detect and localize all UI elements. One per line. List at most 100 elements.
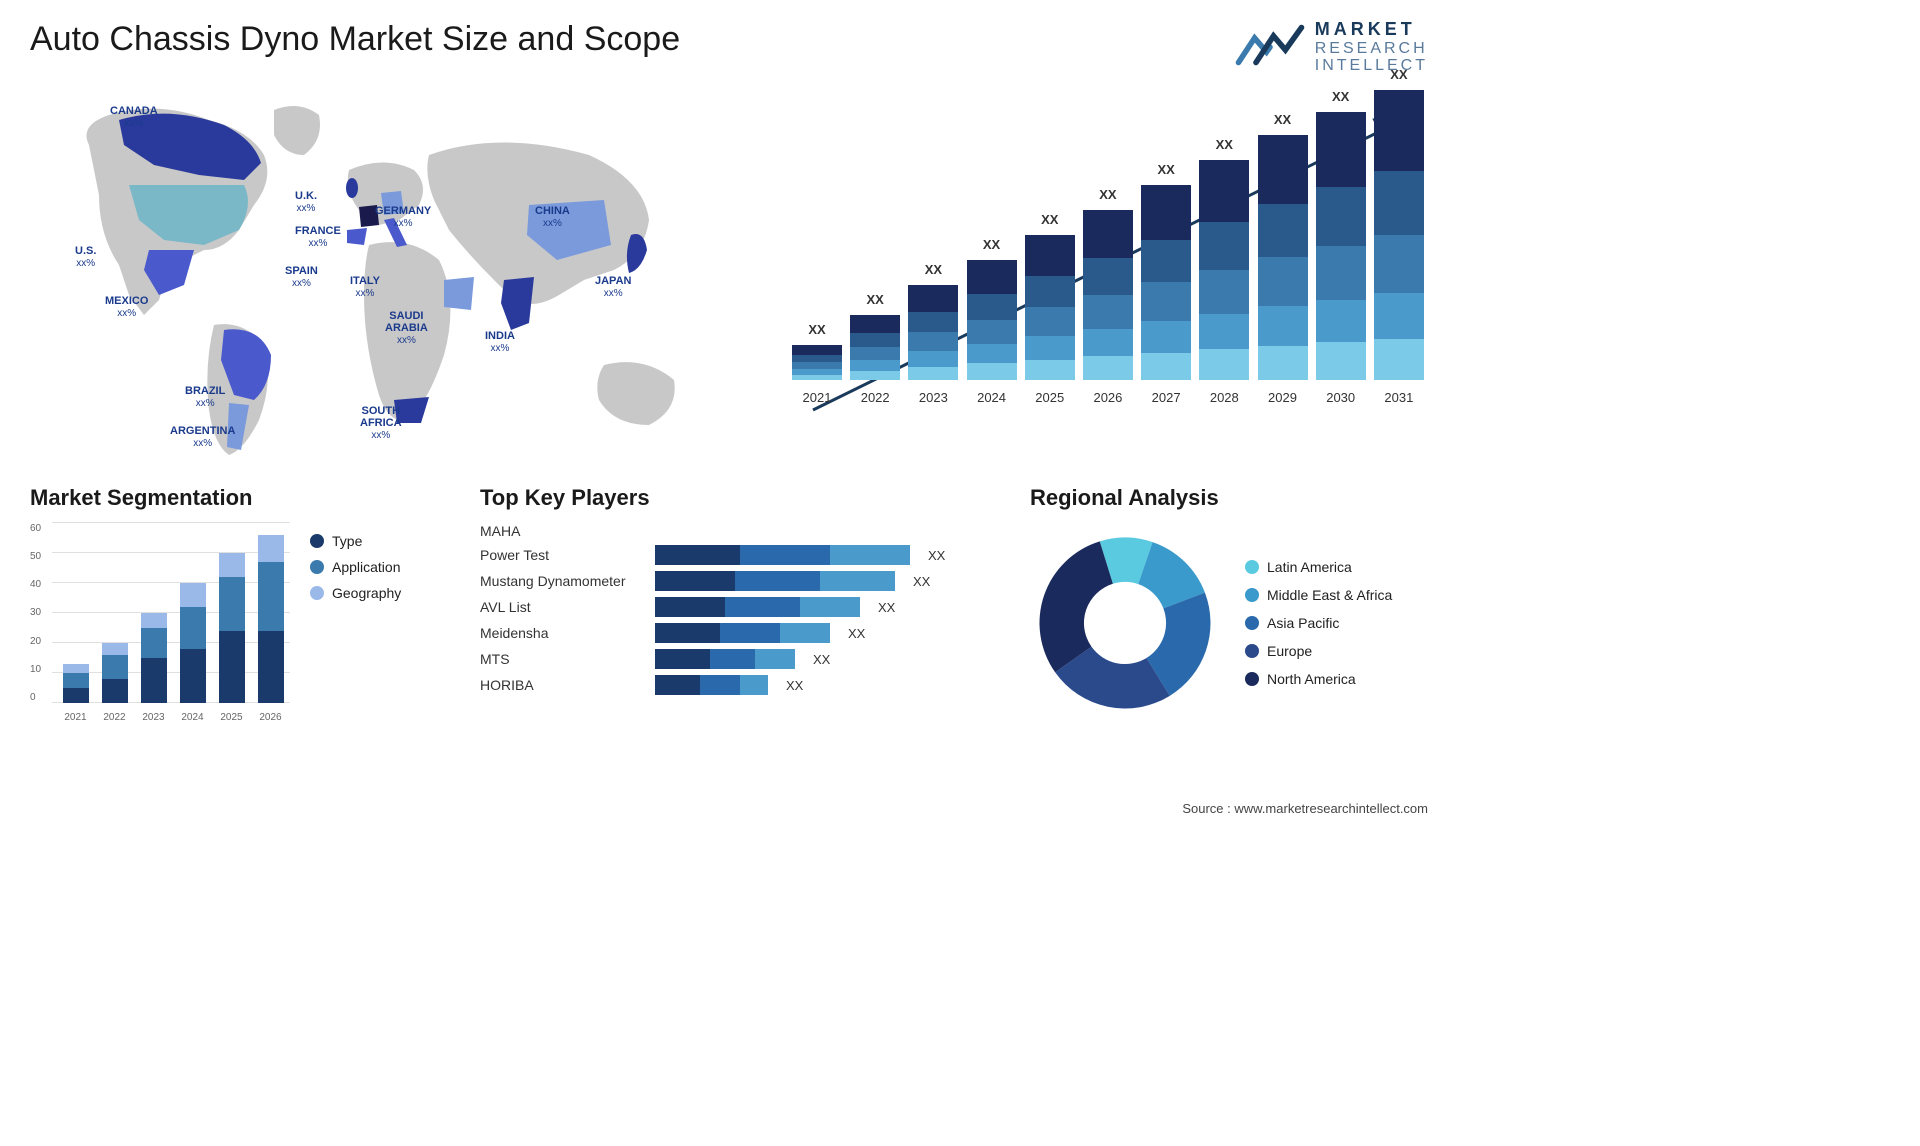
bottom-row: Market Segmentation 01020304050602021202… [30, 485, 1428, 745]
segmentation-chart: 0102030405060202120222023202420252026 [30, 523, 290, 723]
player-name: HORIBA [480, 677, 645, 693]
map-country-label: U.S.xx% [75, 245, 96, 269]
growth-bars: XX 2021 XX 2022 XX 2023 XX 2024 XX 2025 XX 2026 XX 20… [788, 85, 1428, 405]
segmentation-bar [219, 553, 245, 703]
growth-bar: XX 2031 [1374, 67, 1424, 405]
map-country-label: GERMANYxx% [375, 205, 431, 229]
growth-bar-label: XX [1332, 89, 1349, 104]
growth-bar: XX 2026 [1083, 187, 1133, 405]
legend-item: Europe [1245, 643, 1392, 659]
legend-item: Geography [310, 585, 450, 601]
growth-bar-label: XX [867, 292, 884, 307]
growth-year-label: 2023 [919, 390, 948, 405]
player-row: MTSXX [480, 649, 1000, 669]
legend-item: Middle East & Africa [1245, 587, 1392, 603]
donut-slice [1040, 541, 1113, 672]
growth-bar: XX 2025 [1025, 212, 1075, 405]
growth-bar: XX 2021 [792, 322, 842, 405]
map-country-label: ARGENTINAxx% [170, 425, 235, 449]
source-text: Source : www.marketresearchintellect.com [1182, 801, 1428, 816]
regional-panel: Regional Analysis Latin America Middle Ea… [1030, 485, 1428, 745]
segmentation-bar [102, 643, 128, 703]
map-country-label: JAPANxx% [595, 275, 631, 299]
map-country-label: CHINAxx% [535, 205, 570, 229]
growth-year-label: 2027 [1152, 390, 1181, 405]
legend-item: Type [310, 533, 450, 549]
map-country-label: CANADAxx% [110, 105, 158, 129]
segmentation-bar [258, 535, 284, 703]
player-name: Power Test [480, 547, 645, 563]
player-name: AVL List [480, 599, 645, 615]
growth-year-label: 2026 [1093, 390, 1122, 405]
growth-year-label: 2021 [803, 390, 832, 405]
growth-bar-label: XX [1216, 137, 1233, 152]
segmentation-bar [63, 664, 89, 703]
growth-bar: XX 2030 [1316, 89, 1366, 405]
segmentation-panel: Market Segmentation 01020304050602021202… [30, 485, 450, 745]
legend-item: North America [1245, 671, 1392, 687]
logo-mark-icon [1235, 20, 1305, 75]
player-value: XX [928, 548, 945, 563]
player-row: MAHA [480, 523, 1000, 539]
map-country-label: SAUDIARABIAxx% [385, 310, 428, 346]
growth-bar: XX 2023 [908, 262, 958, 405]
player-name: MAHA [480, 523, 645, 539]
segmentation-legend: Type Application Geography [310, 523, 450, 723]
growth-chart-panel: XX 2021 XX 2022 XX 2023 XX 2024 XX 2025 XX 2026 XX 20… [788, 85, 1428, 465]
header: Auto Chassis Dyno Market Size and Scope … [30, 20, 1428, 75]
growth-bar: XX 2029 [1258, 112, 1308, 405]
growth-bar: XX 2022 [850, 292, 900, 405]
map-country-label: ITALYxx% [350, 275, 380, 299]
growth-bar-label: XX [1099, 187, 1116, 202]
player-name: Meidensha [480, 625, 645, 641]
growth-year-label: 2025 [1035, 390, 1064, 405]
map-country-label: MEXICOxx% [105, 295, 148, 319]
growth-bar-label: XX [1274, 112, 1291, 127]
growth-year-label: 2031 [1384, 390, 1413, 405]
world-map-panel: CANADAxx% U.S.xx% MEXICOxx% BRAZILxx% ARGENT… [30, 85, 748, 465]
legend-item: Latin America [1245, 559, 1392, 575]
map-country-label: SPAINxx% [285, 265, 318, 289]
regional-title: Regional Analysis [1030, 485, 1428, 511]
key-players-panel: Top Key Players MAHAPower TestXXMustang … [480, 485, 1000, 745]
growth-year-label: 2024 [977, 390, 1006, 405]
key-players-body: MAHAPower TestXXMustang DynamometerXXAVL… [480, 523, 1000, 695]
segmentation-bar [180, 583, 206, 703]
map-country-label: SOUTHAFRICAxx% [360, 405, 402, 441]
player-value: XX [913, 574, 930, 589]
growth-bar-label: XX [925, 262, 942, 277]
growth-bar-label: XX [808, 322, 825, 337]
player-row: Power Test XX [480, 545, 1000, 565]
map-country-label: INDIAxx% [485, 330, 515, 354]
regional-legend: Latin America Middle East & Africa Asia Pa… [1245, 559, 1392, 687]
player-row: AVL List XX [480, 597, 1000, 617]
growth-bar: XX 2027 [1141, 162, 1191, 405]
growth-bar-label: XX [983, 237, 1000, 252]
growth-bar: XX 2024 [967, 237, 1017, 405]
growth-year-label: 2022 [861, 390, 890, 405]
player-name: MTS [480, 651, 645, 667]
player-row: Meidensha XX [480, 623, 1000, 643]
legend-item: Application [310, 559, 450, 575]
legend-item: Asia Pacific [1245, 615, 1392, 631]
map-country-label: U.K.xx% [295, 190, 317, 214]
growth-year-label: 2029 [1268, 390, 1297, 405]
growth-bar: XX 2028 [1199, 137, 1249, 405]
segmentation-title: Market Segmentation [30, 485, 450, 511]
player-row: HORIBA XX [480, 675, 1000, 695]
growth-bar-label: XX [1041, 212, 1058, 227]
growth-bar-label: XX [1390, 67, 1407, 82]
player-value: XX [786, 678, 803, 693]
regional-donut-chart [1030, 528, 1220, 718]
top-row: CANADAxx% U.S.xx% MEXICOxx% BRAZILxx% ARGENT… [30, 85, 1428, 465]
map-country-label: BRAZILxx% [185, 385, 225, 409]
map-country-label: FRANCExx% [295, 225, 341, 249]
growth-bar-label: XX [1157, 162, 1174, 177]
player-row: Mustang Dynamometer XX [480, 571, 1000, 591]
player-name: Mustang Dynamometer [480, 573, 645, 589]
segmentation-bar [141, 613, 167, 703]
player-value: XX [878, 600, 895, 615]
player-value: XX [848, 626, 865, 641]
growth-year-label: 2028 [1210, 390, 1239, 405]
growth-year-label: 2030 [1326, 390, 1355, 405]
